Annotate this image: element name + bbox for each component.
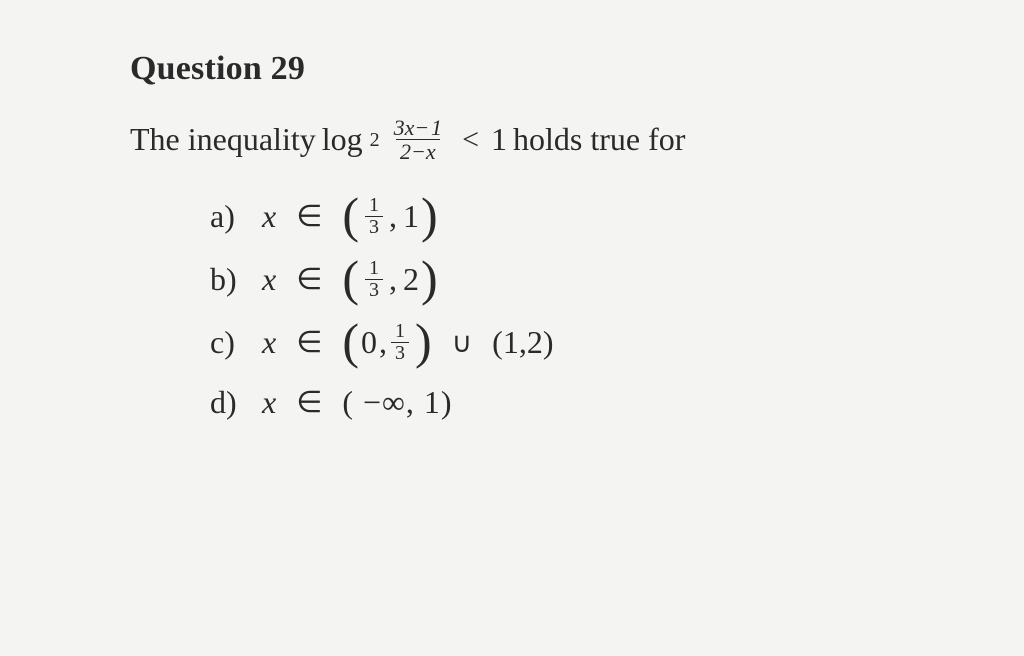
options-list: a) x ∈ ( 1 3 , 1 ) b) x ∈ ( 1: [210, 195, 934, 421]
elof-symbol: ∈: [296, 325, 322, 360]
stem-frac-den: 2−x: [396, 139, 440, 163]
stem-rhs: 1: [491, 114, 507, 165]
stem-prefix: The inequality: [130, 114, 316, 165]
option-b-var: x: [262, 261, 276, 298]
lparen: (: [342, 326, 359, 356]
option-c-var: x: [262, 324, 276, 361]
log-symbol: log: [322, 114, 363, 165]
option-c-first-hi: 1 3: [391, 321, 409, 364]
option-c-interval-1: ( 0 , 1 3 ): [342, 321, 431, 364]
option-b-lo: 1 3: [365, 258, 383, 301]
option-b-letter: b): [210, 261, 248, 298]
option-a-letter: a): [210, 198, 248, 235]
option-a: a) x ∈ ( 1 3 , 1 ): [210, 195, 934, 238]
option-d-interval: ( −∞, 1): [342, 384, 452, 421]
option-a-lo: 1 3: [365, 195, 383, 238]
heading-label: Question: [130, 50, 262, 87]
option-a-interval: ( 1 3 , 1 ): [342, 195, 437, 238]
option-a-var: x: [262, 198, 276, 235]
elof-symbol: ∈: [296, 199, 322, 234]
option-d-var: x: [262, 384, 276, 421]
option-d-letter: d): [210, 384, 248, 421]
elof-symbol: ∈: [296, 385, 322, 420]
stem-frac-num: 3x− 1: [390, 116, 446, 139]
option-a-lo-den: 3: [365, 216, 383, 238]
option-a-lo-num: 1: [365, 195, 383, 216]
elof-symbol: ∈: [296, 262, 322, 297]
option-c: c) x ∈ ( 0 , 1 3 ) ∪ (1,2): [210, 321, 934, 364]
option-b: b) x ∈ ( 1 3 , 2 ): [210, 258, 934, 301]
rparen: ): [421, 263, 438, 293]
lparen: (: [342, 263, 359, 293]
heading-number: 29: [271, 50, 305, 87]
comma: ,: [389, 198, 397, 235]
question-stem: The inequality log2 3x− 1 2−x < 1 holds …: [130, 114, 934, 165]
union-symbol: ∪: [452, 326, 473, 360]
option-d: d) x ∈ ( −∞, 1): [210, 384, 934, 421]
log-base: 2: [370, 124, 380, 156]
stem-fraction: 3x− 1 2−x: [390, 116, 446, 163]
option-c-first-hi-den: 3: [391, 342, 409, 364]
stem-suffix: holds true for: [513, 114, 685, 165]
rparen: ): [421, 200, 438, 230]
option-c-interval-2: (1,2): [492, 324, 553, 361]
rparen: ): [415, 326, 432, 356]
option-c-letter: c): [210, 324, 248, 361]
option-b-interval: ( 1 3 , 2 ): [342, 258, 437, 301]
comma: ,: [379, 324, 387, 361]
question-page: Question 29 The inequality log2 3x− 1 2−…: [0, 0, 1024, 656]
option-a-hi: 1: [403, 198, 419, 235]
option-b-lo-num: 1: [365, 258, 383, 279]
option-c-first-hi-num: 1: [391, 321, 409, 342]
option-b-hi: 2: [403, 261, 419, 298]
lt-symbol: <: [462, 116, 479, 164]
option-b-lo-den: 3: [365, 279, 383, 301]
lparen: (: [342, 200, 359, 230]
option-c-first-lo: 0: [361, 324, 377, 361]
comma: ,: [389, 261, 397, 298]
question-heading: Question 29: [130, 50, 934, 88]
